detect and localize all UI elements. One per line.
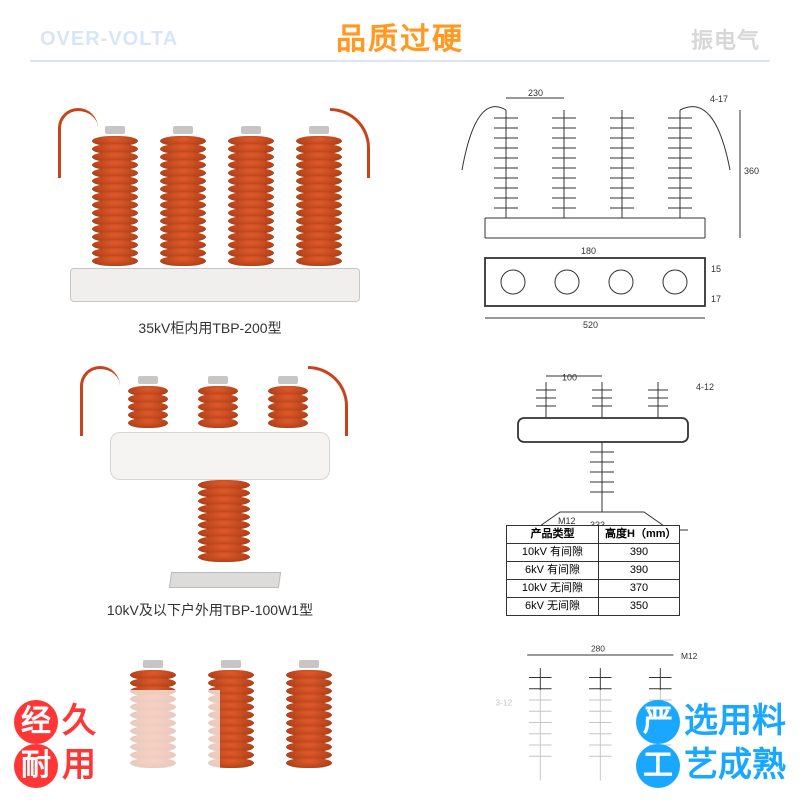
spec-col-header: 高度H（mm） xyxy=(599,526,679,544)
lead-wire-right xyxy=(308,366,348,436)
arrester-top xyxy=(198,376,238,426)
arrester-unit xyxy=(160,126,206,264)
badge-char: 经 xyxy=(14,700,58,744)
arrester-unit xyxy=(92,126,138,264)
spec-cell: 390 xyxy=(599,544,679,562)
spec-cell: 390 xyxy=(599,562,679,580)
spec-cell: 6kV 无间隙 xyxy=(507,598,599,615)
lead-wire-left xyxy=(80,366,120,436)
watermark-top: 品质过硬 xyxy=(0,8,800,64)
badge-text: 选用料 xyxy=(684,702,786,741)
arrester-top xyxy=(128,376,168,426)
arrester-unit xyxy=(296,126,342,264)
product-row-tbp200: 35kV柜内用TBP-200型 xyxy=(0,78,800,338)
badge-char: 严 xyxy=(636,700,680,744)
product-diagram-tbp100w1: 100 4-12 333 M12 产品类型 高度H（mm） 10kV 有间隙 3… xyxy=(420,360,800,620)
product-photo-tbp200: 35kV柜内用TBP-200型 xyxy=(0,78,420,338)
arrester-top xyxy=(268,376,308,426)
product-row-tbp100w1: 10kV及以下户外用TBP-100W1型 xyxy=(0,360,800,620)
badge-text: 艺成熟 xyxy=(684,746,786,785)
badge-char: 耐 xyxy=(14,744,58,788)
spec-table: 产品类型 高度H（mm） 10kV 有间隙 390 6kV 有间隙 390 10… xyxy=(506,525,680,616)
dim-label: 230 xyxy=(528,88,543,98)
watermark-bottom-left: 经 久 耐 用 xyxy=(14,700,96,788)
mounting-bracket xyxy=(169,572,281,588)
watermark-top-text: 品质过硬 xyxy=(336,14,464,58)
base-plate xyxy=(70,268,360,302)
spec-cell: 6kV 有间隙 xyxy=(507,562,599,580)
dim-label: 100 xyxy=(562,372,577,382)
dim-label: 520 xyxy=(583,320,598,328)
protector-body xyxy=(110,432,330,480)
arrester-unit xyxy=(286,660,332,766)
badge-text: 久 xyxy=(62,702,96,741)
spec-cell: 370 xyxy=(599,580,679,598)
badge-text: 用 xyxy=(62,746,96,785)
schematic-svg: 100 4-12 333 M12 xyxy=(440,370,770,534)
product-diagram-tbp200: 230 360 4-17 520 15 xyxy=(420,78,800,338)
spec-cell: 10kV 有间隙 xyxy=(507,544,599,562)
dim-label: 280 xyxy=(591,643,605,653)
arrester-unit xyxy=(228,126,274,264)
product-photo-tbp100w1: 10kV及以下户外用TBP-100W1型 xyxy=(0,360,420,620)
dim-label: 360 xyxy=(744,166,759,176)
spec-cell: 10kV 无间隙 xyxy=(507,580,599,598)
watermark-bottom-right: 严 选用料 工 艺成熟 xyxy=(636,700,786,788)
badge-char: 工 xyxy=(636,744,680,788)
product-caption: 35kV柜内用TBP-200型 xyxy=(0,318,420,338)
dim-label: 180 xyxy=(581,246,596,256)
dim-label: 17 xyxy=(711,294,721,304)
spec-col-header: 产品类型 xyxy=(507,526,599,544)
schematic-svg: 230 360 4-17 520 15 xyxy=(440,88,770,328)
dim-label: M12 xyxy=(681,651,698,661)
spec-cell: 350 xyxy=(599,598,679,615)
product-caption: 10kV及以下户外用TBP-100W1型 xyxy=(0,600,420,620)
dim-label: 4-17 xyxy=(710,94,728,104)
arrester-bottom xyxy=(198,480,250,560)
dim-label: 15 xyxy=(711,264,721,274)
dim-label: 4-12 xyxy=(696,382,714,392)
